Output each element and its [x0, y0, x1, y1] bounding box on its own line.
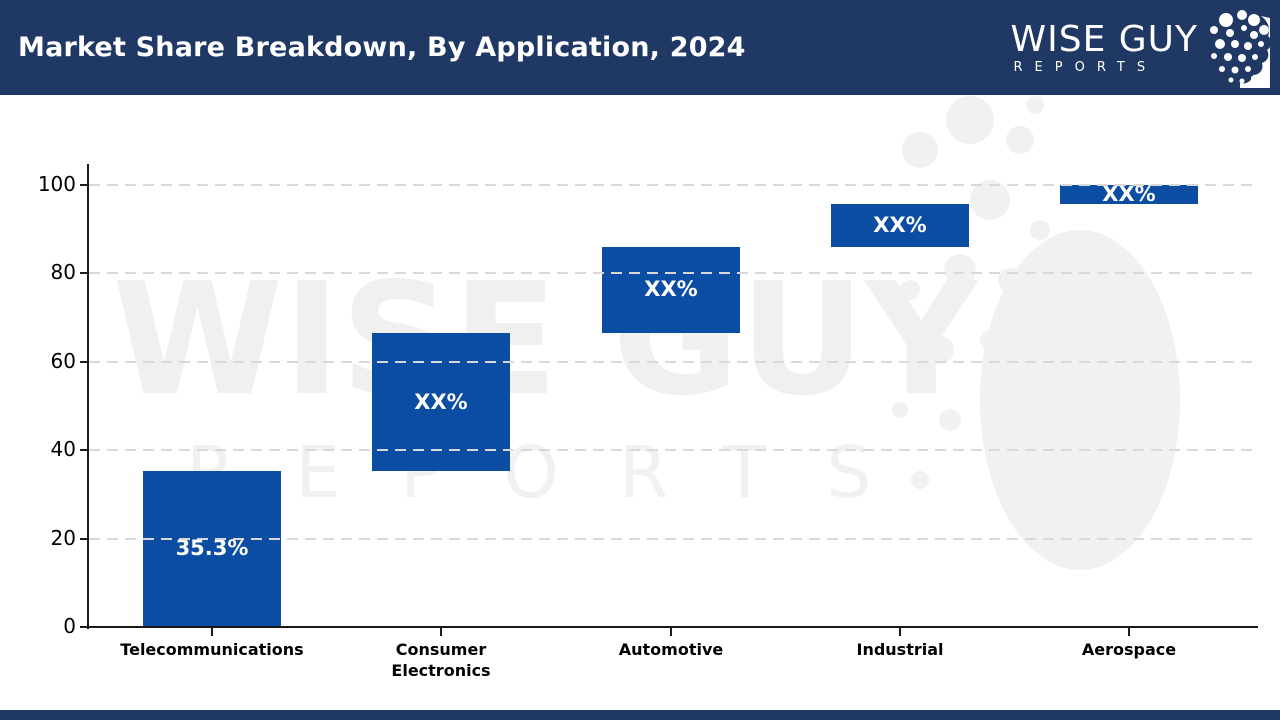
y-tick-label: 20 [50, 525, 76, 550]
y-tick-label: 0 [63, 614, 76, 638]
logo-subtext: REPORTS [1013, 59, 1158, 75]
gridline [89, 360, 1258, 363]
gridline [89, 449, 1258, 452]
x-category-label: Telecommunications [120, 640, 304, 659]
header-bar: Market Share Breakdown, By Application, … [0, 0, 1280, 95]
x-category-label: Aerospace [1081, 640, 1177, 659]
y-tick-mark [80, 272, 89, 275]
x-category-label: Industrial [856, 640, 944, 659]
y-tick-label: 40 [50, 437, 76, 462]
bar-segment: XX% [831, 204, 969, 247]
gridline [89, 537, 1258, 540]
y-tick-mark [80, 360, 89, 363]
page-title: Market Share Breakdown, By Application, … [18, 32, 746, 63]
x-category-label: Consumer Electronics [391, 640, 491, 680]
bar-segment: XX% [602, 246, 740, 334]
x-tick-mark [670, 628, 672, 636]
logo-text: WISE GUY REPORTS [1011, 21, 1199, 75]
y-axis-line [87, 164, 89, 629]
x-tick-mark [1128, 628, 1130, 636]
logo-head-icon [1210, 10, 1270, 88]
x-tick-mark [899, 628, 901, 636]
x-tick-mark [211, 628, 213, 636]
y-tick-label: 80 [50, 260, 76, 285]
bar-value-label: XX% [1102, 182, 1156, 206]
bar-value-label: XX% [414, 389, 468, 414]
y-tick-label: 100 [37, 172, 76, 196]
x-category-label: Automotive [618, 640, 724, 659]
logo-wordmark: WISE GUY [1010, 19, 1198, 61]
x-tick-mark [440, 628, 442, 636]
gridline [89, 272, 1258, 275]
bar-segment: XX% [1060, 182, 1198, 206]
x-axis-line [87, 626, 1258, 628]
footer-bar [0, 710, 1280, 720]
bar-value-label: XX% [873, 212, 927, 237]
bar-value-label: 35.3% [175, 536, 249, 561]
bar-segment: XX% [372, 333, 510, 471]
bar-value-label: XX% [644, 277, 698, 302]
y-tick-mark [80, 537, 89, 540]
y-tick-label: 60 [50, 348, 76, 373]
y-tick-mark [80, 626, 89, 628]
gridline [89, 184, 1258, 186]
wise-guy-logo: WISE GUY REPORTS [1011, 8, 1270, 88]
y-tick-mark [80, 184, 89, 186]
bar-segment: 35.3% [143, 470, 281, 627]
y-tick-mark [80, 449, 89, 452]
